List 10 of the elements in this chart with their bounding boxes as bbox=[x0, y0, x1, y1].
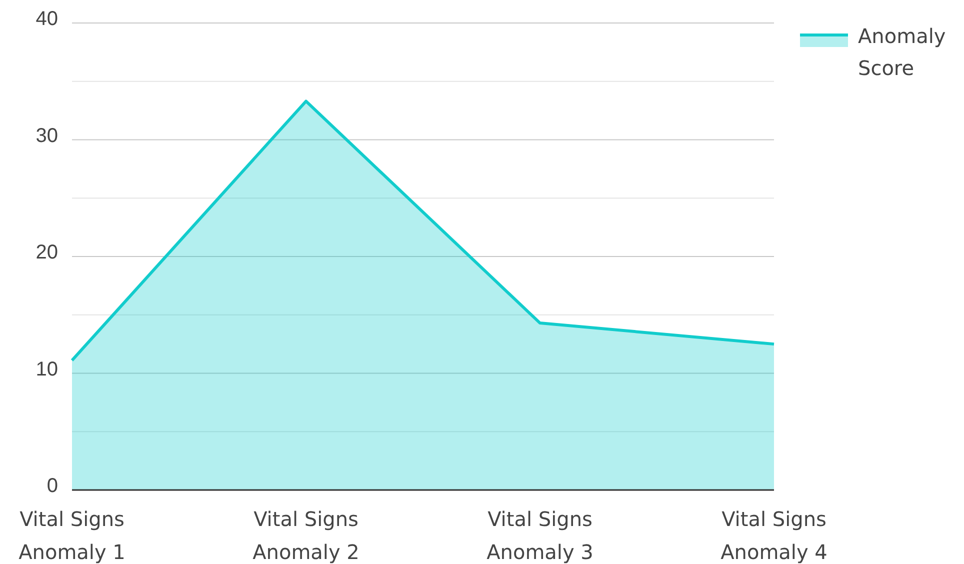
y-tick-label: 0 bbox=[46, 475, 58, 497]
y-tick-label: 20 bbox=[36, 242, 58, 264]
legend-label: Anomaly Score bbox=[858, 24, 946, 80]
y-tick-label: 10 bbox=[36, 358, 58, 380]
y-tick-label: 40 bbox=[36, 8, 58, 30]
x-tick-label: Vital Signs Anomaly 3 bbox=[486, 507, 594, 564]
x-tick-label: Vital Signs Anomaly 4 bbox=[720, 507, 828, 564]
x-tick-label: Vital Signs Anomaly 2 bbox=[252, 507, 360, 564]
x-tick-label: Vital Signs Anomaly 1 bbox=[18, 507, 126, 564]
y-tick-label: 30 bbox=[36, 124, 58, 147]
